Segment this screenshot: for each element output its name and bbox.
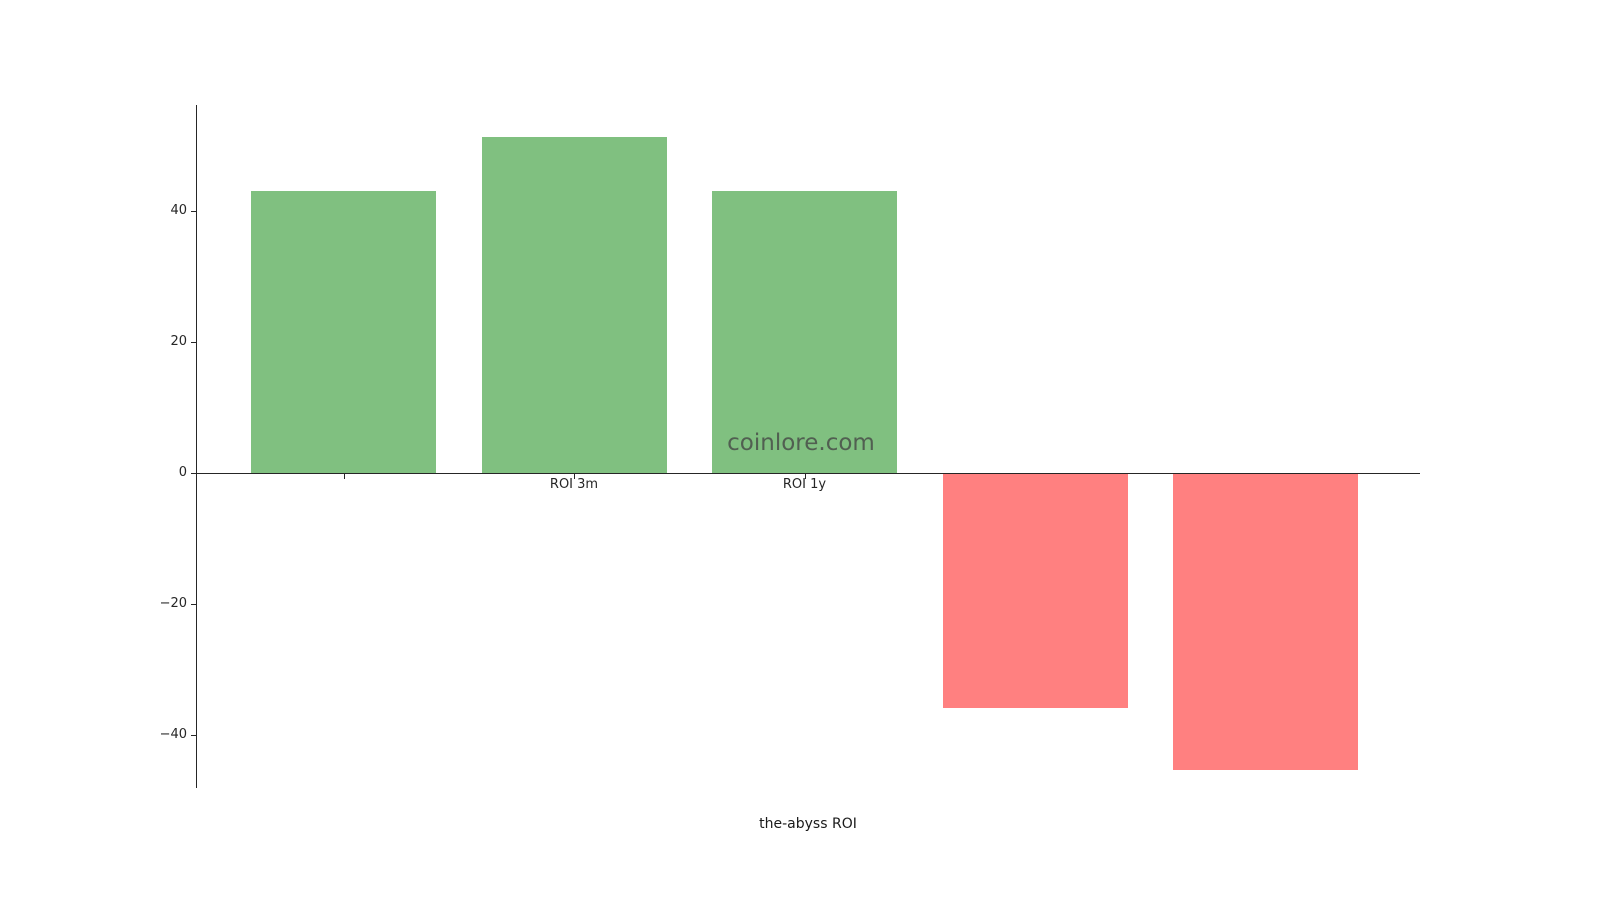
roi-bar (1173, 474, 1358, 771)
x-axis-title: the-abyss ROI (759, 816, 857, 832)
y-tick-label: 40 (170, 203, 187, 218)
roi-bar (712, 191, 897, 473)
y-tick-mark (191, 473, 196, 474)
x-tick-label: ROI 1y (782, 477, 827, 492)
x-tick-mark (804, 474, 806, 479)
y-tick-label: 20 (170, 334, 187, 349)
x-tick-mark (343, 474, 345, 479)
y-axis-spine (196, 105, 197, 788)
y-tick-label: −20 (159, 596, 187, 611)
y-tick-label: 0 (178, 465, 187, 480)
y-tick-mark (191, 735, 196, 736)
y-tick-mark (191, 211, 196, 212)
y-tick-mark (191, 604, 196, 605)
roi-bar (481, 136, 667, 473)
y-tick-label: −40 (159, 727, 187, 742)
y-tick-mark (191, 342, 196, 343)
x-tick-label: ROI 3m (549, 477, 599, 492)
roi-bar (251, 191, 436, 473)
watermark-text: coinlore.com (727, 430, 875, 456)
x-tick-mark (574, 474, 575, 479)
roi-bar (942, 474, 1128, 708)
x-axis-zero-line (196, 473, 1420, 474)
